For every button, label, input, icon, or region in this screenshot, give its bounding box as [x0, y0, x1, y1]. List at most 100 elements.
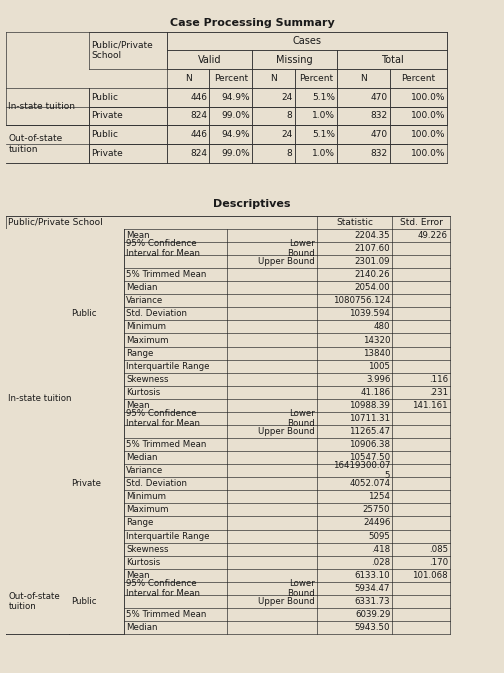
- Text: 1080756.124: 1080756.124: [333, 296, 390, 306]
- Text: .028: .028: [371, 558, 390, 567]
- Text: Interquartile Range: Interquartile Range: [126, 532, 210, 540]
- Text: 824: 824: [191, 149, 207, 158]
- Text: Std. Deviation: Std. Deviation: [126, 310, 187, 318]
- Text: 832: 832: [371, 112, 388, 120]
- Text: 100.0%: 100.0%: [411, 93, 446, 102]
- Text: 100.0%: 100.0%: [411, 131, 446, 139]
- Text: Maximum: Maximum: [126, 505, 169, 514]
- Text: 100.0%: 100.0%: [411, 112, 446, 120]
- Text: 446: 446: [191, 93, 207, 102]
- Text: N: N: [360, 74, 367, 83]
- Text: 5943.50: 5943.50: [355, 623, 390, 632]
- Text: 14320: 14320: [363, 336, 390, 345]
- Text: Public: Public: [91, 93, 118, 102]
- Text: Std. Deviation: Std. Deviation: [126, 479, 187, 489]
- Text: 832: 832: [371, 149, 388, 158]
- Text: 24: 24: [281, 93, 293, 102]
- Text: Lower
Bound: Lower Bound: [287, 579, 315, 598]
- Text: Out-of-state
tuition: Out-of-state tuition: [9, 592, 60, 611]
- Text: 1254: 1254: [368, 493, 390, 501]
- Text: 5.1%: 5.1%: [312, 131, 335, 139]
- Text: Public: Public: [71, 597, 97, 606]
- Text: Minimum: Minimum: [126, 493, 166, 501]
- Text: Variance: Variance: [126, 296, 163, 306]
- Text: 2204.35: 2204.35: [355, 231, 390, 240]
- Bar: [69, 569, 124, 634]
- Text: Case Processing Summary: Case Processing Summary: [170, 18, 334, 28]
- Text: Public: Public: [71, 310, 97, 318]
- Text: 5% Trimmed Mean: 5% Trimmed Mean: [126, 270, 207, 279]
- Text: 11265.47: 11265.47: [349, 427, 390, 436]
- Text: 6039.29: 6039.29: [355, 610, 390, 619]
- Text: .418: .418: [371, 544, 390, 554]
- Text: 6133.10: 6133.10: [355, 571, 390, 579]
- Text: Public/Private
School: Public/Private School: [91, 40, 153, 60]
- Text: 25750: 25750: [363, 505, 390, 514]
- Text: 2140.26: 2140.26: [355, 270, 390, 279]
- Text: .231: .231: [429, 388, 448, 397]
- Text: In-state tuition: In-state tuition: [9, 102, 76, 111]
- Text: 49.226: 49.226: [418, 231, 448, 240]
- Text: 13840: 13840: [363, 349, 390, 357]
- Text: 24496: 24496: [363, 518, 390, 528]
- Text: Upper Bound: Upper Bound: [259, 257, 315, 266]
- Text: Private: Private: [91, 149, 123, 158]
- Text: .085: .085: [429, 544, 448, 554]
- Text: Private: Private: [71, 479, 101, 489]
- Text: Percent: Percent: [299, 74, 333, 83]
- Text: 470: 470: [371, 131, 388, 139]
- Text: 1039.594: 1039.594: [349, 310, 390, 318]
- Text: 5.1%: 5.1%: [312, 93, 335, 102]
- Text: Minimum: Minimum: [126, 322, 166, 331]
- Text: 10547.50: 10547.50: [349, 453, 390, 462]
- Text: In-state tuition: In-state tuition: [9, 394, 72, 403]
- Text: 10711.31: 10711.31: [349, 414, 390, 423]
- Text: 446: 446: [191, 131, 207, 139]
- Text: 1.0%: 1.0%: [312, 149, 335, 158]
- Text: 8: 8: [287, 149, 293, 158]
- Text: N: N: [185, 74, 192, 83]
- Text: Median: Median: [126, 283, 158, 292]
- Text: 4052.074: 4052.074: [349, 479, 390, 489]
- Text: 1005: 1005: [368, 361, 390, 371]
- Text: 94.9%: 94.9%: [221, 93, 250, 102]
- Text: 5% Trimmed Mean: 5% Trimmed Mean: [126, 610, 207, 619]
- Text: Public: Public: [91, 131, 118, 139]
- Text: 16419300.07
5: 16419300.07 5: [333, 461, 390, 481]
- Text: Range: Range: [126, 349, 154, 357]
- Text: 2301.09: 2301.09: [355, 257, 390, 266]
- Text: Maximum: Maximum: [126, 336, 169, 345]
- Text: 3.996: 3.996: [366, 375, 390, 384]
- Text: N: N: [270, 74, 277, 83]
- Text: 95% Confidence
Interval for Mean: 95% Confidence Interval for Mean: [126, 409, 200, 428]
- Text: Kurtosis: Kurtosis: [126, 388, 160, 397]
- Bar: [7, 569, 69, 634]
- Text: Missing: Missing: [276, 55, 313, 65]
- Text: Range: Range: [126, 518, 154, 528]
- Text: 470: 470: [371, 93, 388, 102]
- Text: Mean: Mean: [126, 571, 150, 579]
- Text: Out-of-state
tuition: Out-of-state tuition: [9, 135, 62, 154]
- Text: Cases: Cases: [293, 36, 322, 46]
- Text: Mean: Mean: [126, 231, 150, 240]
- Text: 8: 8: [287, 112, 293, 120]
- Text: 94.9%: 94.9%: [221, 131, 250, 139]
- Text: .116: .116: [429, 375, 448, 384]
- Text: Median: Median: [126, 453, 158, 462]
- Text: Median: Median: [126, 623, 158, 632]
- Text: Skewness: Skewness: [126, 375, 169, 384]
- Text: 95% Confidence
Interval for Mean: 95% Confidence Interval for Mean: [126, 239, 200, 258]
- Text: Statistic: Statistic: [336, 218, 373, 227]
- Text: 2107.60: 2107.60: [355, 244, 390, 253]
- Text: Upper Bound: Upper Bound: [259, 597, 315, 606]
- Text: Variance: Variance: [126, 466, 163, 475]
- Text: Descriptives: Descriptives: [213, 199, 291, 209]
- Text: 99.0%: 99.0%: [221, 112, 250, 120]
- Text: 480: 480: [374, 322, 390, 331]
- Text: 99.0%: 99.0%: [221, 149, 250, 158]
- Text: 100.0%: 100.0%: [411, 149, 446, 158]
- Text: Skewness: Skewness: [126, 544, 169, 554]
- Text: 141.161: 141.161: [412, 401, 448, 410]
- Text: Std. Error: Std. Error: [400, 218, 443, 227]
- Text: .170: .170: [429, 558, 448, 567]
